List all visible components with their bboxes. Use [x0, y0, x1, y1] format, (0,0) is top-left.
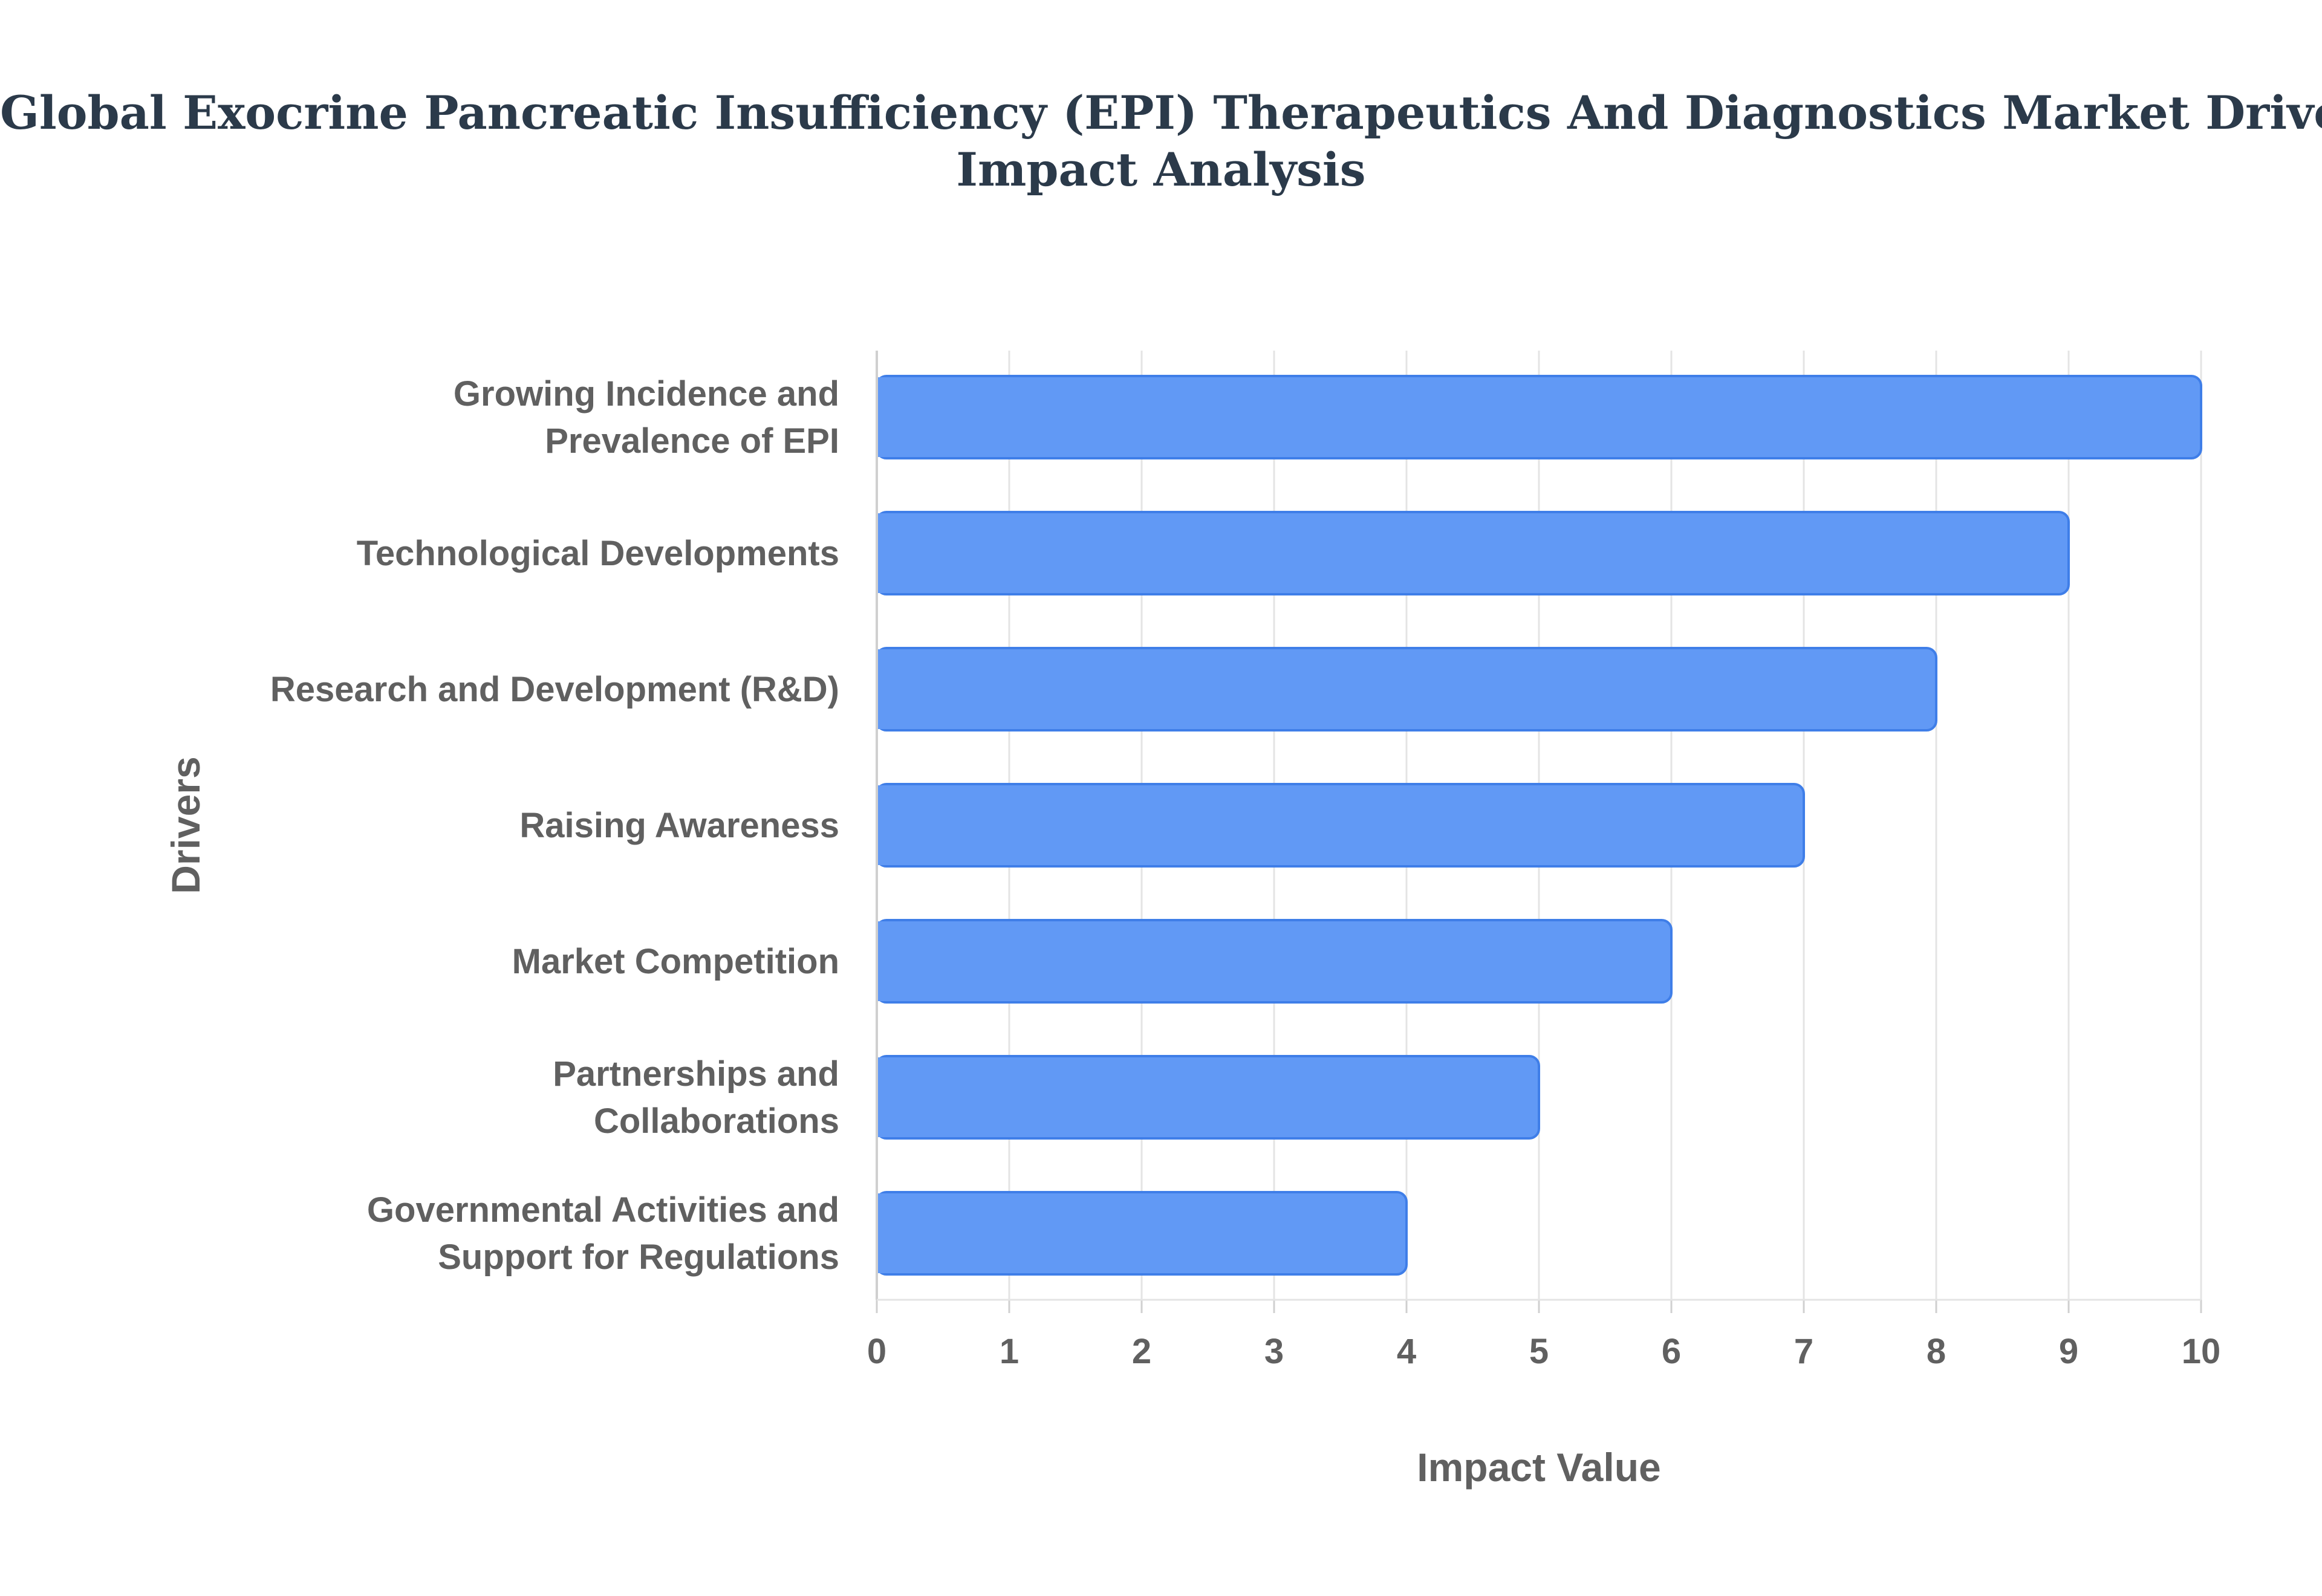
x-tick-label: 3	[1264, 1332, 1284, 1371]
category-label: Research and Development (R&D)	[270, 670, 839, 709]
x-tick-label: 4	[1397, 1332, 1416, 1371]
chart-title: Global Exocrine Pancreatic Insufficiency…	[0, 85, 2322, 198]
labels: 0 1 2 3 4 5 6 7 8 9 10 Growing Incidence and Prevale…	[163, 374, 2220, 1490]
bar	[876, 647, 1937, 731]
chart-title-line-1: Global Exocrine Pancreatic Insufficiency…	[0, 86, 2322, 140]
bar-base	[877, 513, 889, 593]
bar-base	[877, 921, 889, 1001]
bar	[876, 1055, 1540, 1140]
bar-base	[877, 377, 889, 457]
x-tick-label: 8	[1927, 1332, 1946, 1371]
category-label: Market Competition	[512, 942, 839, 981]
bar	[876, 511, 2070, 595]
bar	[876, 375, 2202, 459]
bars	[876, 375, 2202, 1276]
x-tick-label: 6	[1662, 1332, 1681, 1371]
category-label: Growing Incidence and	[454, 374, 839, 414]
bar	[876, 919, 1673, 1004]
bar	[876, 1191, 1408, 1276]
x-tick-label: 5	[1529, 1332, 1549, 1371]
bar-base	[877, 649, 889, 729]
axes	[876, 351, 2202, 1313]
bar-base	[877, 1057, 889, 1137]
category-label: Support for Regulations	[438, 1238, 839, 1277]
category-label: Governmental Activities and	[367, 1190, 839, 1230]
bar-base	[877, 785, 889, 865]
category-label: Collaborations	[594, 1101, 839, 1141]
category-label: Prevalence of EPI	[545, 421, 839, 461]
x-tick-label: 9	[2059, 1332, 2078, 1371]
y-axis-title: Drivers	[163, 756, 208, 894]
x-axis-title: Impact Value	[1417, 1445, 1661, 1490]
x-tick-label: 2	[1132, 1332, 1151, 1371]
bar	[876, 783, 1805, 868]
bar-base	[877, 1193, 889, 1273]
category-label: Partnerships and	[553, 1054, 839, 1094]
category-label: Raising Awareness	[519, 806, 839, 845]
x-tick-label: 7	[1794, 1332, 1813, 1371]
x-tick-label: 10	[2182, 1332, 2221, 1371]
x-tick-label: 0	[867, 1332, 886, 1371]
category-label: Technological Developments	[357, 534, 839, 573]
chart-title-line-2: Impact Analysis	[956, 143, 1366, 196]
x-tick-label: 1	[1000, 1332, 1019, 1371]
